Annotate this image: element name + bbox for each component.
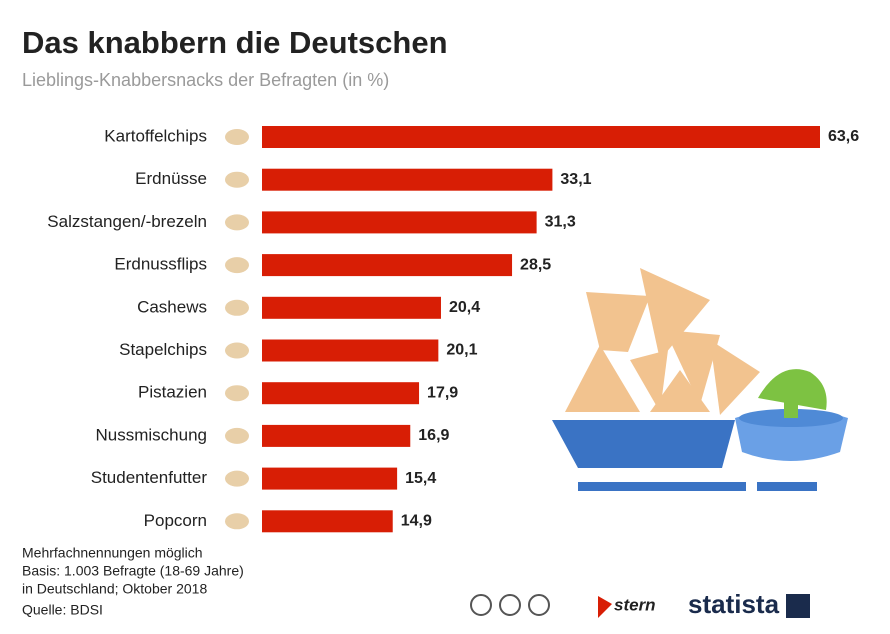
value-label: 63,6 — [828, 128, 859, 145]
snack-icon — [225, 470, 249, 487]
value-label: 14,9 — [401, 513, 432, 530]
category-label: Pistazien — [138, 383, 207, 402]
value-label: 20,1 — [446, 342, 477, 359]
snack-icon — [225, 257, 249, 274]
category-label: Kartoffelchips — [104, 126, 207, 145]
value-label: 28,5 — [520, 256, 551, 273]
value-label: 20,4 — [449, 299, 480, 316]
bar — [262, 424, 411, 447]
bar — [262, 296, 441, 319]
value-label: 17,9 — [427, 384, 458, 401]
value-label: 31,3 — [545, 214, 576, 231]
bar — [262, 382, 420, 405]
bar — [262, 211, 537, 234]
logo-statista: statista — [688, 589, 780, 619]
bar — [262, 339, 439, 362]
category-label: Stapelchips — [119, 340, 207, 359]
statista-mark — [786, 594, 810, 618]
chart-subtitle: Lieblings-Knabbersnacks der Befragten (i… — [22, 70, 389, 90]
bar — [262, 510, 393, 533]
footnote: in Deutschland; Oktober 2018 — [22, 581, 207, 597]
bar — [262, 168, 553, 191]
value-label: 15,4 — [405, 470, 436, 487]
bar — [262, 254, 513, 277]
value-label: 33,1 — [560, 171, 591, 188]
category-label: Cashews — [137, 297, 207, 316]
snack-icon — [225, 171, 249, 188]
value-label: 16,9 — [418, 427, 449, 444]
category-label: Nussmischung — [96, 425, 208, 444]
nachos-illustration — [552, 268, 848, 491]
footnote: Mehrfachnennungen möglich — [22, 545, 203, 561]
bar — [262, 126, 820, 148]
footnote: Basis: 1.003 Befragte (18-69 Jahre) — [22, 563, 244, 579]
snack-icon — [225, 385, 249, 402]
snack-icon — [225, 299, 249, 316]
snack-icon — [225, 214, 249, 231]
chart-title: Das knabbern die Deutschen — [22, 25, 448, 60]
logo-stern: stern — [614, 595, 656, 614]
license-icons — [470, 594, 612, 618]
category-label: Popcorn — [144, 511, 207, 530]
category-label: Salzstangen/-brezeln — [47, 212, 207, 231]
category-label: Studentenfutter — [91, 468, 208, 487]
source: Quelle: BDSI — [22, 602, 103, 618]
bar — [262, 467, 398, 490]
category-label: Erdnussflips — [114, 255, 207, 274]
snack-icon — [225, 427, 249, 444]
snack-icon — [225, 513, 249, 530]
snack-icon — [225, 129, 249, 145]
category-label: Erdnüsse — [135, 169, 207, 188]
snack-icon — [225, 342, 249, 359]
